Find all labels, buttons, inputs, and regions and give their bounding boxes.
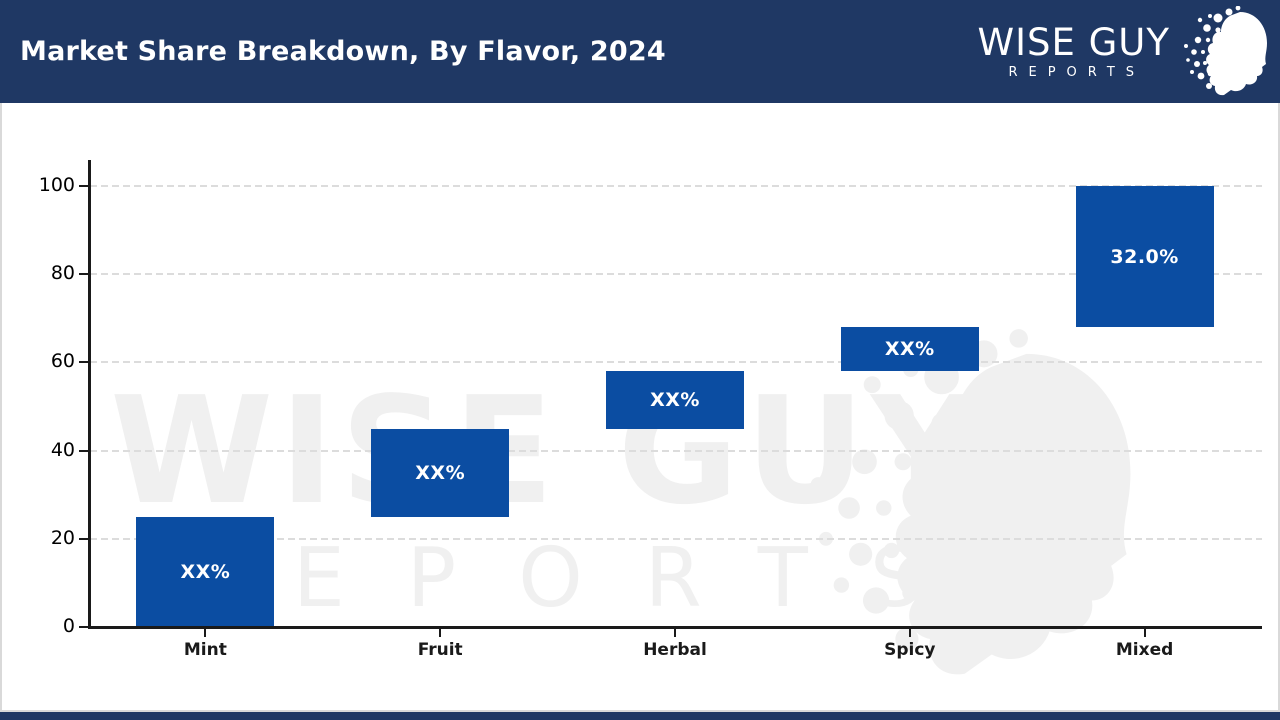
y-tick-40 — [79, 449, 88, 452]
bar-label-spicy: XX% — [884, 338, 935, 361]
bar-mint: XX% — [136, 516, 275, 627]
x-tick-herbal — [674, 629, 676, 637]
y-tick-0 — [79, 626, 88, 628]
gridline-100 — [90, 185, 1262, 187]
brand-logo-text: WISE GUY REPORTS — [977, 21, 1170, 80]
x-tick-mint — [204, 629, 207, 637]
x-tick-spicy — [908, 629, 911, 637]
bar-mixed: 32.0% — [1075, 186, 1214, 328]
footer-bar — [0, 712, 1280, 720]
brand-name: WISE GUY — [977, 21, 1170, 65]
y-tick-label-0: 0 — [62, 615, 75, 637]
gridline-60 — [90, 361, 1262, 364]
x-tick-fruit — [439, 629, 442, 637]
bar-spicy: XX% — [840, 327, 979, 372]
brand-face-icon — [1184, 6, 1267, 96]
x-tick-label-mixed: Mixed — [1115, 640, 1174, 660]
y-tick-80 — [79, 273, 88, 276]
y-tick-20 — [79, 537, 88, 540]
watermark-subtext: REPORTS — [174, 531, 984, 626]
gridline-80 — [90, 273, 1262, 276]
x-tick-label-mint: Mint — [183, 640, 227, 660]
brand-logo: WISE GUY REPORTS — [978, 6, 1270, 98]
y-tick-label-40: 40 — [50, 438, 75, 461]
bar-label-mixed: 32.0% — [1110, 245, 1179, 268]
y-axis-line — [88, 160, 91, 629]
bar-label-fruit: XX% — [415, 461, 466, 484]
bar-fruit: XX% — [371, 428, 510, 517]
y-tick-label-60: 60 — [50, 350, 75, 373]
y-tick-label-20: 20 — [50, 526, 75, 549]
y-tick-label-100: 100 — [38, 174, 75, 196]
y-tick-60 — [79, 361, 88, 364]
x-axis-line — [88, 626, 1262, 629]
x-tick-label-spicy: Spicy — [884, 640, 936, 660]
header-bar: Market Share Breakdown, By Flavor, 2024 … — [0, 0, 1280, 103]
bar-label-herbal: XX% — [650, 388, 700, 411]
bar-label-mint: XX% — [180, 560, 231, 583]
gridline-40 — [90, 449, 1262, 452]
brand-subname: REPORTS — [1008, 64, 1146, 80]
chart-title: Market Share Breakdown, By Flavor, 2024 — [20, 36, 666, 67]
x-tick-mixed — [1143, 629, 1146, 637]
y-tick-100 — [79, 185, 88, 187]
x-tick-label-herbal: Herbal — [643, 640, 707, 660]
x-tick-label-fruit: Fruit — [417, 640, 463, 660]
gridline-20 — [90, 537, 1262, 540]
bar-herbal: XX% — [606, 371, 744, 429]
y-tick-label-80: 80 — [50, 262, 75, 285]
